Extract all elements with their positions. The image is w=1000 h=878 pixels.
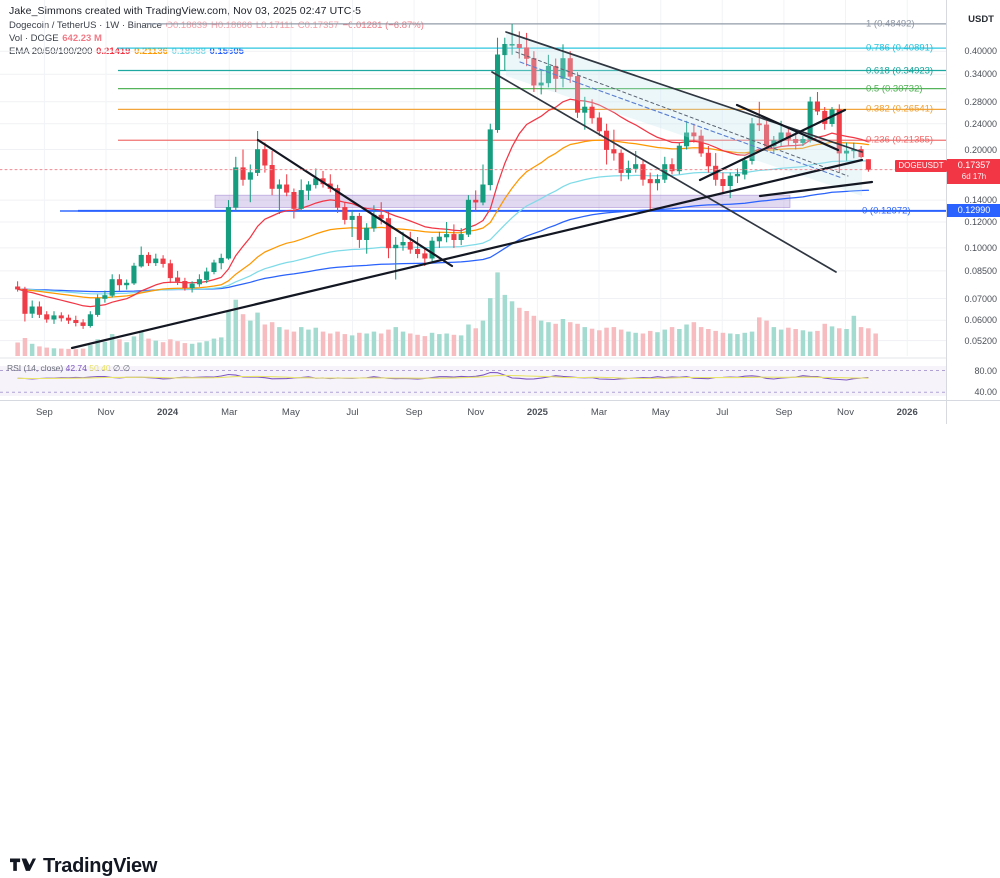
legend-high-label: H bbox=[210, 20, 218, 31]
time-tick: Sep bbox=[405, 407, 423, 418]
legend-close: 0.17357 bbox=[304, 20, 339, 31]
fib-level-label: 0.5 (0.30732) bbox=[866, 83, 923, 95]
rsi-tick: 40.00 bbox=[974, 387, 997, 398]
price-tick: 0.28000 bbox=[964, 96, 997, 107]
current-price-badge[interactable]: 0.17357 6d 17h bbox=[947, 158, 1000, 184]
time-tick: Nov bbox=[97, 407, 115, 418]
price-tick: 0.14000 bbox=[964, 195, 997, 206]
time-tick: May bbox=[281, 407, 300, 418]
chart-canvas bbox=[0, 0, 946, 396]
rsi-legend[interactable]: RSI (14, close) 42.74 50.40 ∅ ∅ bbox=[7, 363, 130, 374]
legend-open-label: O bbox=[165, 20, 173, 31]
chart-plot-area[interactable] bbox=[0, 0, 946, 400]
badge-countdown: 6d 17h bbox=[961, 171, 987, 181]
time-tick: 2024 bbox=[157, 407, 179, 418]
time-tick: May bbox=[651, 407, 670, 418]
tradingview-logo[interactable]: TradingView bbox=[10, 855, 157, 878]
time-tick: 2025 bbox=[526, 407, 548, 418]
legend-symbol-row[interactable]: Dogecoin / TetherUS · 1W · Binance O0.18… bbox=[9, 19, 424, 32]
price-axis[interactable]: USDT 0.40000 0.34000 0.28000 0.24000 0.20000… bbox=[895, 0, 1000, 400]
legend-symbol: Dogecoin / TetherUS · 1W · Binance bbox=[9, 20, 162, 31]
legend-volume-row[interactable]: Vol · DOGE 642.23 M bbox=[9, 32, 424, 45]
legend-high: 0.18666 bbox=[217, 20, 253, 31]
fib-level-label: 0.236 (0.21355) bbox=[866, 134, 934, 146]
time-tick: Jul bbox=[346, 407, 359, 418]
price-tick: 0.12000 bbox=[964, 217, 997, 227]
legend-low-label: L bbox=[255, 20, 262, 31]
price-tick: 0.07000 bbox=[964, 293, 997, 304]
rsi-extra1: ∅ bbox=[112, 363, 121, 373]
fib-level-label: 0.618 (0.34923) bbox=[866, 65, 934, 76]
legend-open: 0.18639 bbox=[172, 20, 208, 31]
time-tick: 2026 bbox=[896, 407, 918, 418]
price-tick: 0.20000 bbox=[964, 144, 997, 155]
time-tick: Nov bbox=[467, 407, 485, 418]
fib-level-label: 0 (0.12972) bbox=[862, 205, 911, 217]
time-tick: Sep bbox=[35, 407, 53, 418]
time-tick: Mar bbox=[221, 407, 238, 418]
legend-change: −0.01281 (−6.87%) bbox=[342, 20, 424, 31]
attribution-text: Jake_Simmons created with TradingView.co… bbox=[9, 5, 362, 17]
price-tick: 0.10000 bbox=[964, 242, 997, 253]
rsi-label: RSI (14, close) bbox=[7, 363, 64, 373]
rsi-tick: 80.00 bbox=[974, 365, 997, 376]
price-tick: 0.05200 bbox=[964, 335, 997, 346]
time-tick: Sep bbox=[775, 407, 793, 418]
symbol-price-tag: DOGEUSDT bbox=[895, 159, 947, 172]
price-axis-unit: USDT bbox=[968, 14, 994, 25]
time-tick: Jul bbox=[716, 407, 729, 418]
rsi-extra2: ∅ bbox=[122, 363, 131, 373]
footer-bar: TradingView bbox=[0, 424, 1000, 877]
fib-level-label: 0.382 (0.26541) bbox=[866, 103, 934, 115]
tradingview-mark-icon bbox=[10, 858, 36, 871]
fib-level-label: 0.786 (0.40891) bbox=[866, 42, 934, 54]
badge-symbol: 0.17357 bbox=[957, 159, 991, 170]
fib-level-label: 1 (0.48492) bbox=[866, 18, 915, 30]
rsi-value2: 50.40 bbox=[89, 363, 111, 373]
legend-volume-value: 642.23 M bbox=[62, 33, 102, 44]
price-tick: 0.08500 bbox=[964, 265, 997, 276]
time-tick: Nov bbox=[837, 407, 854, 418]
time-tick: Mar bbox=[590, 407, 608, 418]
legend-low: 0.17111 bbox=[261, 20, 295, 31]
time-axis[interactable]: Sep Nov 2024 Mar May Jul Sep Nov 2025 Mar May Jul Se… bbox=[0, 400, 946, 425]
price-tick: 0.34000 bbox=[964, 69, 997, 80]
price-tick: 0.40000 bbox=[964, 46, 997, 57]
fib-zero-price-badge[interactable]: 0.12990 bbox=[947, 203, 1000, 217]
rsi-value: 42.74 bbox=[65, 363, 87, 373]
legend-volume-label: Vol · DOGE bbox=[9, 33, 59, 44]
legend-close-label: C bbox=[297, 20, 305, 31]
price-tick: 0.24000 bbox=[964, 118, 997, 129]
price-tick: 0.06000 bbox=[964, 315, 997, 326]
tradingview-wordmark: TradingView bbox=[43, 855, 158, 877]
axis-corner bbox=[946, 400, 1000, 425]
